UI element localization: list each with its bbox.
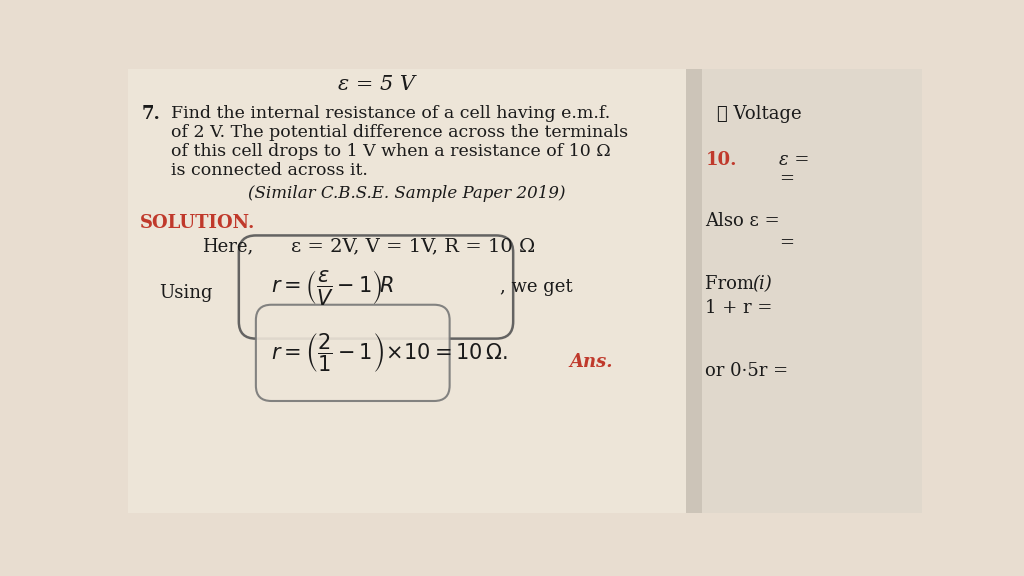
Text: $r = \left(\dfrac{2}{1}-1\right)\!\times\!10 = 10\,\Omega.$: $r = \left(\dfrac{2}{1}-1\right)\!\times…: [271, 331, 508, 374]
Text: (Similar C.B.S.E. Sample Paper 2019): (Similar C.B.S.E. Sample Paper 2019): [248, 185, 565, 202]
Text: =: =: [779, 234, 794, 252]
Text: From: From: [706, 275, 760, 294]
Text: 7.: 7.: [142, 104, 161, 123]
FancyBboxPatch shape: [686, 69, 701, 513]
Text: of 2 V. The potential difference across the terminals: of 2 V. The potential difference across …: [171, 124, 628, 141]
Text: Using: Using: [159, 284, 213, 302]
Text: SOLUTION.: SOLUTION.: [139, 214, 255, 232]
Text: Also ε =: Also ε =: [706, 213, 780, 230]
Text: Find the internal resistance of a cell having e.m.f.: Find the internal resistance of a cell h…: [171, 104, 610, 122]
Text: ∴ Voltage: ∴ Voltage: [717, 104, 802, 123]
Text: ε =: ε =: [779, 151, 810, 169]
FancyBboxPatch shape: [693, 69, 922, 513]
Text: Here,: Here,: [202, 237, 253, 255]
FancyBboxPatch shape: [128, 69, 693, 513]
Text: (i): (i): [753, 275, 772, 294]
Text: 1 + r =: 1 + r =: [706, 298, 773, 317]
Text: Ans.: Ans.: [569, 354, 613, 372]
Text: or 0·5r =: or 0·5r =: [706, 362, 788, 381]
Text: $r = \left(\dfrac{\varepsilon}{V}-1\right)\!R$: $r = \left(\dfrac{\varepsilon}{V}-1\righ…: [271, 267, 394, 306]
Text: , we get: , we get: [500, 278, 572, 296]
Text: 10.: 10.: [706, 151, 737, 169]
Text: of this cell drops to 1 V when a resistance of 10 Ω: of this cell drops to 1 V when a resista…: [171, 143, 610, 160]
Text: =: =: [779, 170, 794, 188]
Text: is connected across it.: is connected across it.: [171, 162, 368, 179]
Text: ε = 5 V: ε = 5 V: [338, 75, 415, 94]
FancyBboxPatch shape: [239, 236, 513, 339]
Text: ε = 2V, V = 1V, R = 10 Ω: ε = 2V, V = 1V, R = 10 Ω: [291, 237, 535, 255]
FancyBboxPatch shape: [256, 305, 450, 401]
